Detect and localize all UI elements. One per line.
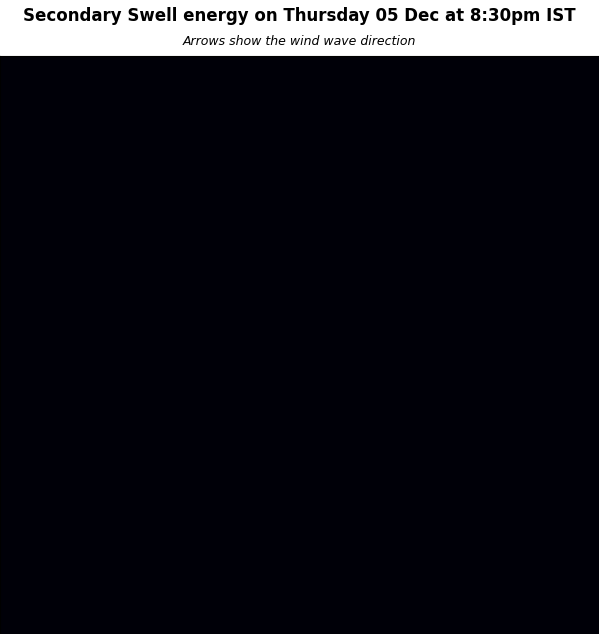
Text: Secondary Swell energy on Thursday 05 Dec at 8:30pm IST: Secondary Swell energy on Thursday 05 De… — [23, 6, 576, 25]
Text: Arrows show the wind wave direction: Arrows show the wind wave direction — [183, 36, 416, 48]
